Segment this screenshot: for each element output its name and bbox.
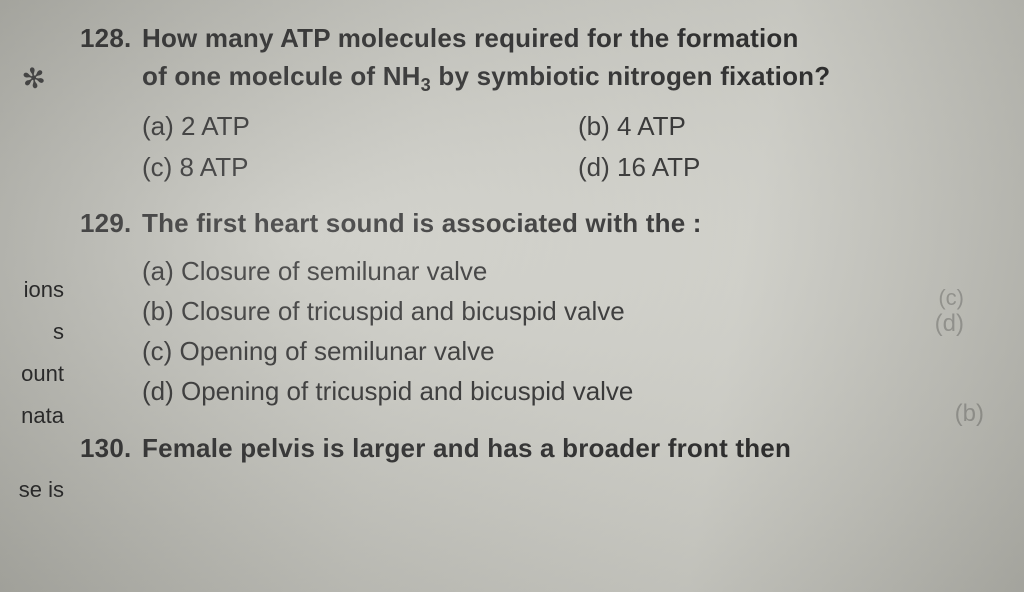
option-b: (b) 4 ATP	[578, 106, 994, 146]
margin-word: nata	[21, 404, 64, 428]
scanned-page: ions s ount nata se is ✻ 128. How many A…	[0, 0, 1024, 592]
stem-line: by symbiotic nitrogen fixation?	[431, 61, 830, 91]
stem-line: of one moelcule of NH	[142, 61, 421, 91]
question-text: Female pelvis is larger and has a broade…	[142, 430, 994, 468]
margin-word: s	[53, 320, 64, 344]
question-130: 130. Female pelvis is larger and has a b…	[80, 430, 994, 468]
stem-line: How many ATP molecules required for the …	[142, 23, 799, 53]
question-stem: 129. The first heart sound is associated…	[80, 205, 994, 243]
option-b: (b) Closure of tricuspid and bicuspid va…	[142, 291, 994, 331]
option-a: (a) 2 ATP	[142, 106, 558, 146]
question-stem: 128. How many ATP molecules required for…	[80, 20, 994, 98]
option-a: (a) Closure of semilunar valve	[142, 251, 994, 291]
margin-word: ount	[21, 362, 64, 386]
option-d: (d) 16 ATP	[578, 147, 994, 187]
option-d: (d) Opening of tricuspid and bicuspid va…	[142, 371, 994, 411]
question-text: How many ATP molecules required for the …	[142, 20, 994, 98]
question-129: 129. The first heart sound is associated…	[80, 205, 994, 412]
option-c: (c) Opening of semilunar valve	[142, 331, 994, 371]
margin-word: se is	[19, 478, 64, 502]
question-stem: 130. Female pelvis is larger and has a b…	[80, 430, 994, 468]
options-grid: (a) 2 ATP (b) 4 ATP (c) 8 ATP (d) 16 ATP	[142, 106, 994, 187]
margin-word: ions	[24, 278, 64, 302]
option-c: (c) 8 ATP	[142, 147, 558, 187]
question-number: 129.	[80, 205, 142, 243]
options-list: (a) Closure of semilunar valve (b) Closu…	[142, 251, 994, 412]
subscript: 3	[421, 75, 431, 95]
ghost-text: (d)	[935, 310, 964, 338]
question-text: The first heart sound is associated with…	[142, 205, 994, 243]
question-number: 128.	[80, 20, 142, 98]
question-number: 130.	[80, 430, 142, 468]
question-128: 128. How many ATP molecules required for…	[80, 20, 994, 187]
ghost-text: (c)	[938, 285, 964, 311]
ghost-text: (b)	[955, 400, 984, 428]
